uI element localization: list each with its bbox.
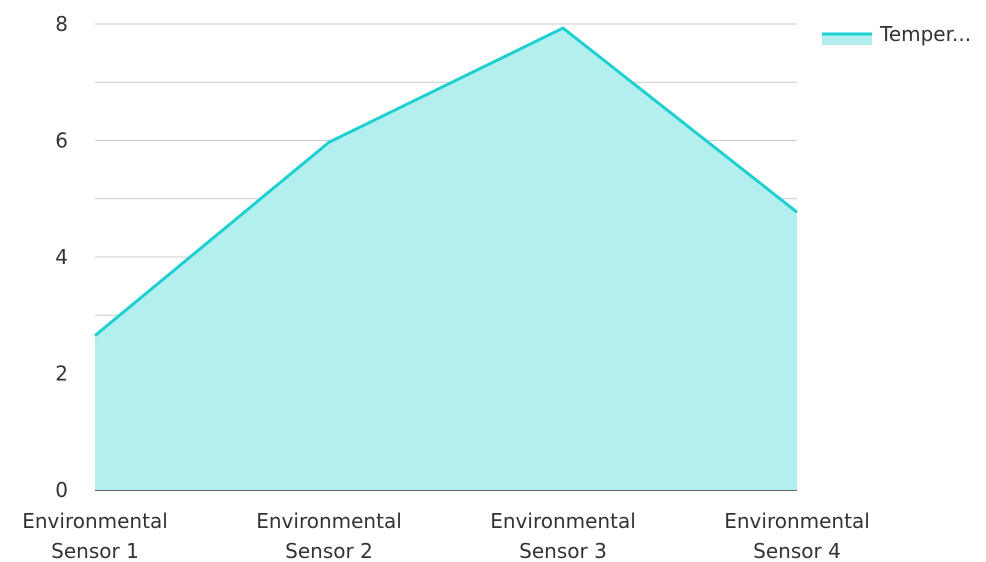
- x-tick-label: Environmental Sensor 4: [724, 509, 870, 562]
- y-tick-label: 8: [55, 12, 68, 36]
- legend-swatch: [822, 33, 872, 45]
- x-tick-label: Environmental Sensor 2: [256, 509, 402, 562]
- y-axis: 0 2 4 6 8: [55, 12, 68, 502]
- y-tick-label: 6: [55, 129, 68, 153]
- x-axis: Environmental Sensor 1 Environmental Sensor…: [22, 509, 870, 562]
- series-line: [94, 26, 798, 337]
- x-tick-label: Environmental Sensor 3: [490, 509, 636, 562]
- x-tick-label: Environmental Sensor 1: [22, 509, 168, 562]
- series-area-layer: [94, 26, 798, 490]
- y-tick-label: 0: [55, 478, 68, 502]
- y-tick-label: 4: [55, 245, 68, 269]
- y-tick-label: 2: [55, 362, 68, 386]
- legend-label: Temper...: [879, 22, 971, 46]
- series-area: [95, 28, 797, 490]
- legend: Temper...: [822, 22, 971, 46]
